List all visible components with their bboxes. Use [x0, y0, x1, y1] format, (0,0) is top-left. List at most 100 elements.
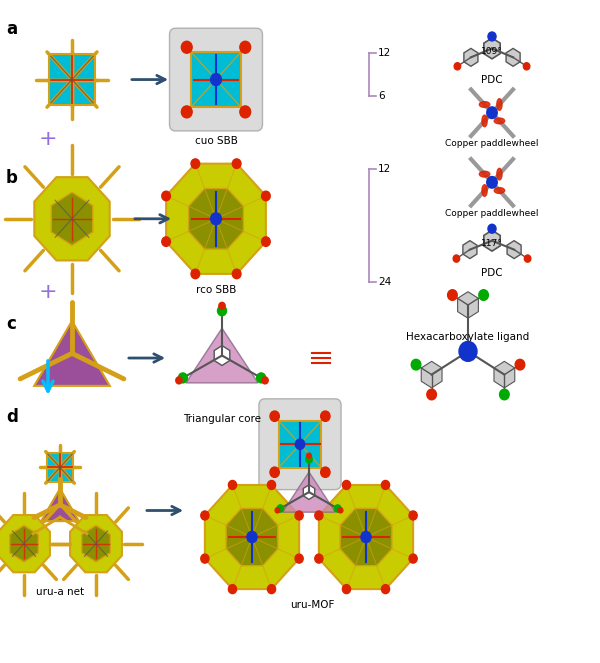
Polygon shape [278, 420, 322, 468]
Polygon shape [82, 525, 110, 562]
Circle shape [268, 585, 275, 593]
Circle shape [453, 255, 460, 262]
Circle shape [524, 255, 531, 262]
Polygon shape [463, 241, 477, 259]
Polygon shape [340, 509, 392, 566]
Circle shape [201, 511, 209, 520]
Circle shape [343, 585, 350, 593]
Text: 24: 24 [378, 276, 391, 287]
Text: uru-a net: uru-a net [36, 587, 84, 597]
Polygon shape [226, 509, 278, 566]
Circle shape [454, 63, 461, 70]
Ellipse shape [479, 101, 490, 107]
Polygon shape [458, 292, 478, 318]
Polygon shape [186, 328, 258, 383]
Polygon shape [166, 164, 266, 274]
Polygon shape [70, 515, 122, 572]
Circle shape [479, 290, 488, 300]
Circle shape [229, 585, 236, 593]
Circle shape [229, 481, 236, 489]
Ellipse shape [479, 171, 490, 177]
Circle shape [448, 290, 457, 300]
Circle shape [211, 213, 221, 225]
Circle shape [487, 176, 497, 188]
Polygon shape [10, 525, 38, 562]
Circle shape [257, 373, 266, 383]
Polygon shape [188, 188, 244, 249]
Polygon shape [47, 453, 73, 482]
Circle shape [334, 505, 341, 512]
Circle shape [162, 237, 170, 247]
FancyBboxPatch shape [259, 399, 341, 489]
Text: b: b [6, 169, 18, 187]
Circle shape [459, 341, 477, 361]
Circle shape [176, 377, 182, 384]
Circle shape [219, 302, 225, 310]
Circle shape [523, 63, 530, 70]
Ellipse shape [497, 168, 502, 180]
Polygon shape [41, 489, 79, 521]
Text: cuo SBB: cuo SBB [194, 136, 238, 146]
Polygon shape [507, 241, 521, 259]
Text: Triangular core: Triangular core [183, 414, 261, 424]
Circle shape [277, 505, 284, 512]
Ellipse shape [494, 188, 505, 194]
Polygon shape [464, 48, 478, 66]
Text: uru-MOF: uru-MOF [290, 600, 334, 610]
Text: 6: 6 [378, 91, 385, 101]
Circle shape [409, 554, 417, 563]
Circle shape [488, 32, 496, 41]
Circle shape [411, 359, 421, 370]
Text: 117°: 117° [481, 239, 503, 248]
Polygon shape [484, 38, 500, 59]
Circle shape [343, 481, 350, 489]
Text: 12: 12 [378, 164, 391, 174]
Polygon shape [214, 345, 230, 365]
Text: +: + [38, 129, 58, 149]
Circle shape [275, 508, 280, 513]
Polygon shape [49, 54, 95, 105]
Circle shape [306, 455, 313, 463]
Circle shape [191, 269, 200, 278]
Polygon shape [421, 361, 442, 388]
Text: rco SBB: rco SBB [196, 285, 236, 295]
Text: +: + [38, 282, 58, 302]
Polygon shape [319, 485, 413, 589]
Circle shape [427, 389, 436, 400]
Circle shape [262, 237, 270, 247]
Polygon shape [51, 192, 93, 245]
Circle shape [320, 467, 330, 477]
Circle shape [295, 511, 303, 520]
Text: PDC: PDC [481, 76, 503, 86]
Circle shape [338, 508, 343, 513]
Text: a: a [6, 20, 17, 38]
Text: PDC: PDC [481, 267, 503, 278]
Ellipse shape [494, 118, 505, 124]
Circle shape [181, 41, 192, 53]
Ellipse shape [482, 185, 487, 196]
Circle shape [488, 224, 496, 233]
Circle shape [409, 511, 417, 520]
Circle shape [211, 74, 221, 86]
Circle shape [270, 467, 280, 477]
Polygon shape [34, 177, 110, 261]
Circle shape [295, 439, 305, 450]
Polygon shape [283, 472, 335, 512]
Text: 12: 12 [378, 48, 391, 58]
Text: Hexacarboxylate ligand: Hexacarboxylate ligand [406, 332, 530, 341]
Circle shape [181, 106, 192, 118]
Circle shape [178, 373, 187, 383]
Circle shape [295, 554, 303, 563]
Circle shape [262, 191, 270, 201]
Circle shape [240, 41, 251, 53]
Polygon shape [303, 485, 315, 499]
Text: c: c [6, 315, 16, 333]
Circle shape [247, 532, 257, 542]
Circle shape [307, 453, 311, 458]
Circle shape [487, 107, 497, 119]
Polygon shape [191, 52, 241, 107]
Circle shape [262, 377, 268, 384]
Circle shape [320, 411, 330, 422]
Circle shape [268, 481, 275, 489]
Ellipse shape [482, 115, 487, 127]
